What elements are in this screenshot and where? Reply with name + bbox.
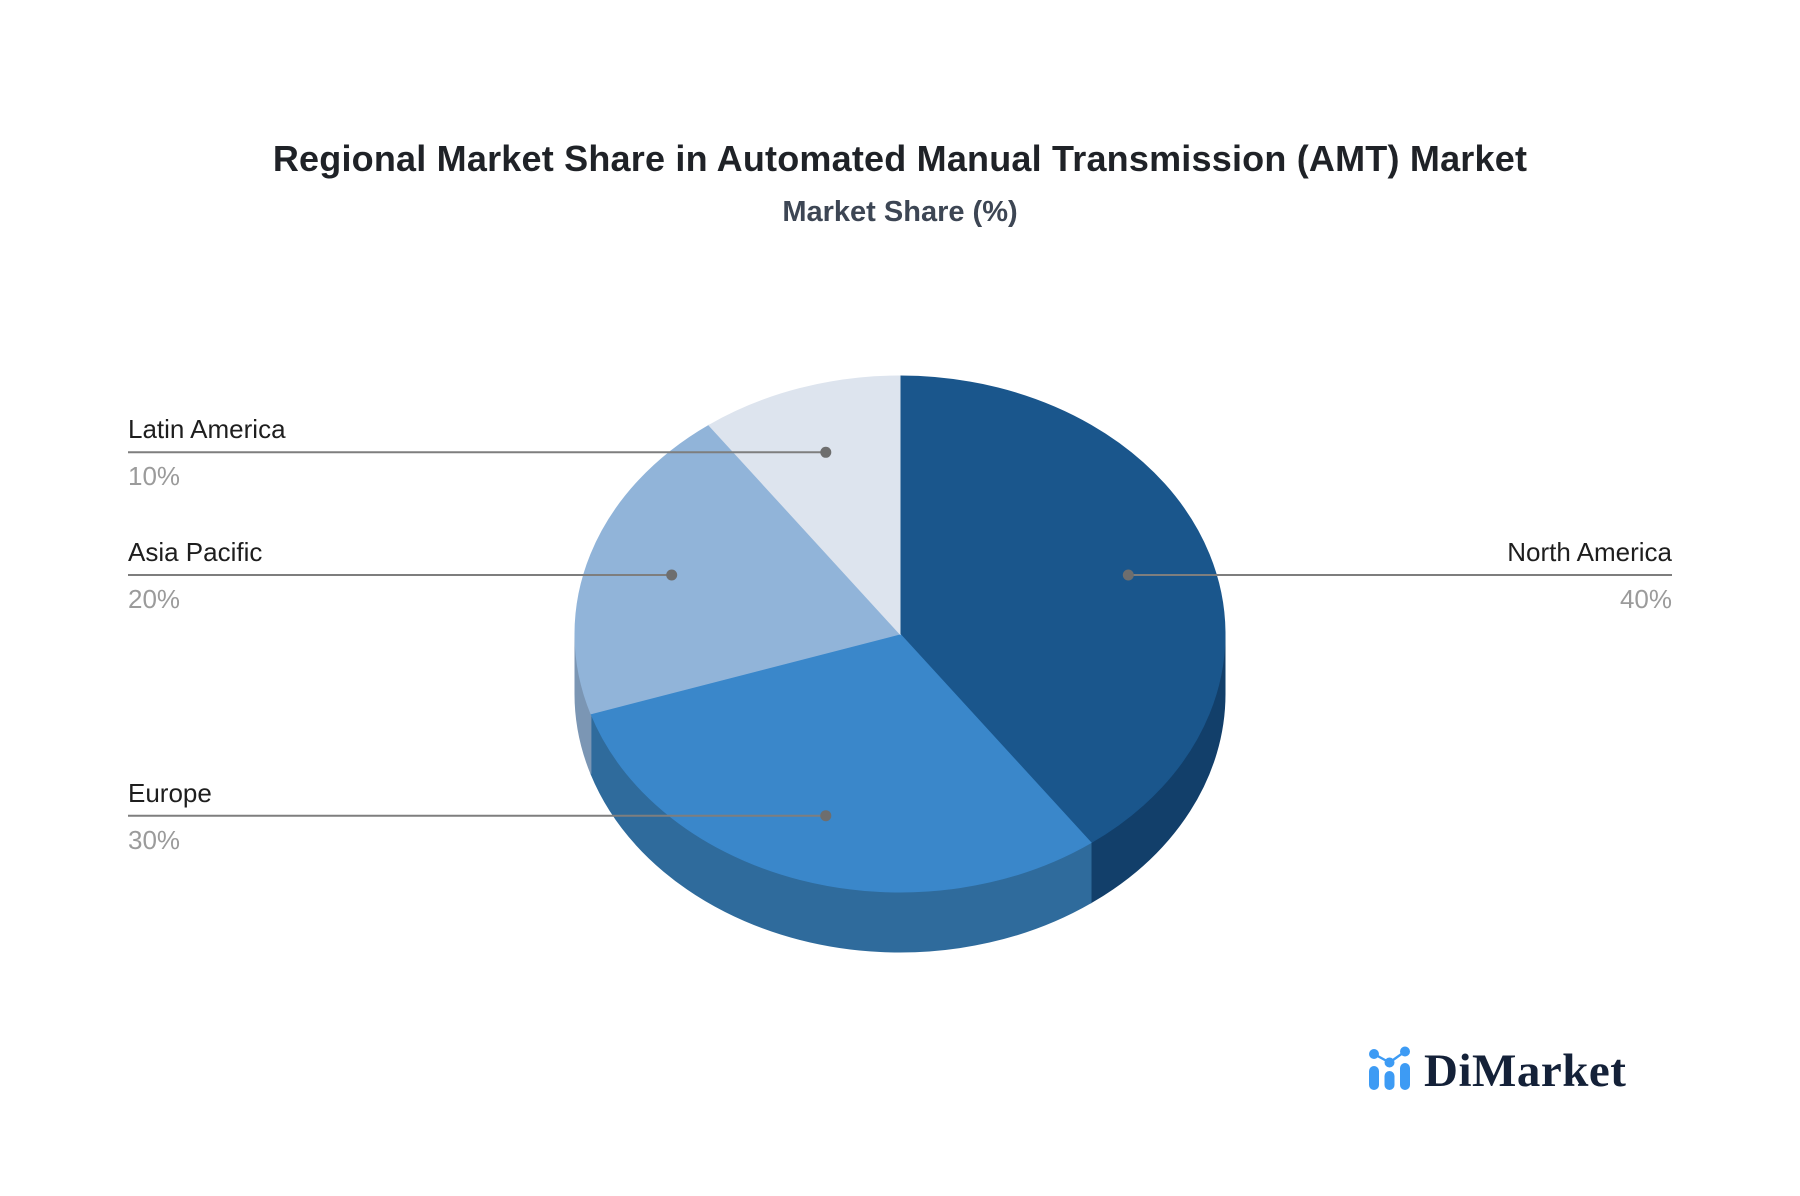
pie-label-value-latin-america: 10%: [128, 461, 181, 492]
leader-dot-north-america: [1122, 569, 1134, 581]
chart-subtitle: Market Share (%): [782, 196, 1018, 228]
pie-label-value-europe: 30%: [128, 824, 181, 855]
logo-dot-3: [1400, 1046, 1410, 1057]
leader-dot-latin-america: [820, 446, 832, 458]
pie-label-value-north-america: 40%: [1619, 583, 1672, 614]
logo: DiMarket: [1360, 1040, 1680, 1104]
logo-dot-2: [1384, 1057, 1395, 1068]
pie-label-text-asia-pacific: Asia Pacific: [128, 536, 263, 567]
logo-bar-1: [1369, 1066, 1379, 1090]
pie-slice-asia-pacific: [574, 424, 901, 715]
logo-bar-3: [1400, 1063, 1410, 1090]
pie-label-text-latin-america: Latin America: [128, 414, 286, 445]
leader-dot-asia-pacific: [666, 569, 678, 581]
logo-bar-2: [1384, 1071, 1395, 1090]
pie-label-text-europe: Europe: [128, 777, 212, 808]
chart-title: Regional Market Share in Automated Manua…: [272, 138, 1528, 179]
pie-slice-north-america: [899, 375, 1226, 844]
pie-label-text-north-america: North America: [1507, 536, 1672, 567]
logo-dot-1: [1369, 1049, 1379, 1059]
pie-slice-europe: [590, 633, 1092, 893]
pie-label-value-asia-pacific: 20%: [128, 583, 181, 614]
bar-chart-logo-icon: [1369, 1046, 1410, 1090]
logo-text: DiMarket: [1424, 1045, 1627, 1097]
pie-slice-latin-america: [708, 375, 901, 636]
leader-dot-europe: [820, 810, 832, 822]
